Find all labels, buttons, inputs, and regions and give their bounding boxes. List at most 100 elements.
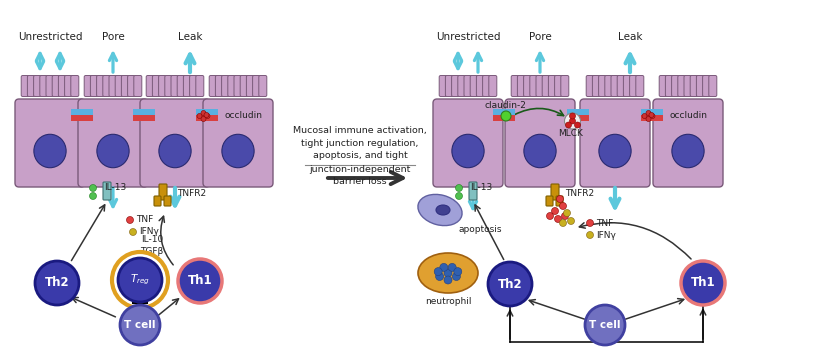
Bar xyxy=(71,118,93,121)
FancyBboxPatch shape xyxy=(159,76,167,97)
Text: occludin: occludin xyxy=(224,112,262,120)
Circle shape xyxy=(642,113,647,119)
FancyBboxPatch shape xyxy=(556,196,563,206)
FancyBboxPatch shape xyxy=(548,76,556,97)
Text: Th1: Th1 xyxy=(187,274,212,287)
Circle shape xyxy=(564,210,570,217)
Circle shape xyxy=(587,219,593,226)
Text: apoptosis: apoptosis xyxy=(458,225,501,234)
Circle shape xyxy=(178,259,222,303)
Text: TNF: TNF xyxy=(596,218,613,228)
Text: apoptosis, and tight: apoptosis, and tight xyxy=(312,152,408,161)
FancyBboxPatch shape xyxy=(678,76,686,97)
Ellipse shape xyxy=(672,134,704,168)
Text: IL-13: IL-13 xyxy=(104,183,127,192)
FancyBboxPatch shape xyxy=(703,76,710,97)
FancyBboxPatch shape xyxy=(580,99,650,187)
Text: IL-13: IL-13 xyxy=(470,183,492,192)
Text: Pore: Pore xyxy=(102,32,124,42)
Circle shape xyxy=(455,184,463,191)
Text: TGFβ: TGFβ xyxy=(141,247,164,257)
Circle shape xyxy=(560,219,566,226)
Text: TNFR2: TNFR2 xyxy=(177,189,206,197)
Bar xyxy=(71,109,93,112)
Text: Mucosal immune activation,: Mucosal immune activation, xyxy=(293,126,427,134)
Text: occludin: occludin xyxy=(669,112,708,120)
FancyBboxPatch shape xyxy=(690,76,698,97)
FancyBboxPatch shape xyxy=(489,76,496,97)
Circle shape xyxy=(649,112,654,118)
Ellipse shape xyxy=(599,134,631,168)
Circle shape xyxy=(440,264,448,271)
Circle shape xyxy=(585,305,625,345)
Circle shape xyxy=(555,216,561,223)
FancyBboxPatch shape xyxy=(665,76,673,97)
Circle shape xyxy=(35,261,79,305)
FancyBboxPatch shape xyxy=(115,76,123,97)
FancyBboxPatch shape xyxy=(159,184,167,200)
FancyBboxPatch shape xyxy=(524,76,532,97)
Bar xyxy=(133,109,155,112)
FancyBboxPatch shape xyxy=(21,76,30,97)
Text: IL-10: IL-10 xyxy=(141,236,163,245)
Circle shape xyxy=(646,117,651,121)
FancyBboxPatch shape xyxy=(103,76,111,97)
FancyBboxPatch shape xyxy=(684,76,692,97)
FancyBboxPatch shape xyxy=(140,99,210,187)
FancyBboxPatch shape xyxy=(58,76,67,97)
Bar xyxy=(640,115,663,118)
Bar xyxy=(493,112,515,115)
Circle shape xyxy=(565,113,580,129)
Text: Unrestricted: Unrestricted xyxy=(18,32,82,42)
Circle shape xyxy=(561,212,569,219)
FancyBboxPatch shape xyxy=(709,76,717,97)
FancyBboxPatch shape xyxy=(222,76,229,97)
Text: Th2: Th2 xyxy=(44,276,69,289)
FancyBboxPatch shape xyxy=(439,76,447,97)
Text: barrier loss: barrier loss xyxy=(333,177,387,187)
FancyBboxPatch shape xyxy=(234,76,242,97)
FancyBboxPatch shape xyxy=(215,76,224,97)
Text: IFNγ: IFNγ xyxy=(139,228,159,237)
Circle shape xyxy=(444,269,452,277)
FancyBboxPatch shape xyxy=(164,76,173,97)
Bar xyxy=(133,118,155,121)
Bar xyxy=(196,112,218,115)
FancyBboxPatch shape xyxy=(240,76,248,97)
Bar xyxy=(196,115,218,118)
FancyBboxPatch shape xyxy=(146,76,155,97)
FancyBboxPatch shape xyxy=(154,196,161,206)
Ellipse shape xyxy=(97,134,129,168)
Bar xyxy=(133,112,155,115)
FancyBboxPatch shape xyxy=(15,99,85,187)
Circle shape xyxy=(434,268,442,275)
Circle shape xyxy=(444,276,452,284)
FancyBboxPatch shape xyxy=(34,76,42,97)
FancyBboxPatch shape xyxy=(134,76,142,97)
FancyBboxPatch shape xyxy=(696,76,704,97)
Text: TNF: TNF xyxy=(136,216,153,224)
FancyBboxPatch shape xyxy=(611,76,619,97)
FancyBboxPatch shape xyxy=(446,76,454,97)
FancyBboxPatch shape xyxy=(530,76,538,97)
Circle shape xyxy=(488,262,532,306)
Circle shape xyxy=(120,305,160,345)
FancyBboxPatch shape xyxy=(483,76,491,97)
Bar xyxy=(71,115,93,118)
FancyBboxPatch shape xyxy=(190,76,197,97)
Circle shape xyxy=(90,193,96,200)
FancyBboxPatch shape xyxy=(109,76,117,97)
FancyBboxPatch shape xyxy=(653,99,723,187)
FancyBboxPatch shape xyxy=(183,76,192,97)
Text: Th1: Th1 xyxy=(690,276,715,289)
Circle shape xyxy=(560,203,566,210)
FancyBboxPatch shape xyxy=(433,99,503,187)
Text: Unrestricted: Unrestricted xyxy=(436,32,501,42)
Ellipse shape xyxy=(159,134,192,168)
FancyBboxPatch shape xyxy=(210,76,217,97)
Circle shape xyxy=(454,268,462,275)
Circle shape xyxy=(650,113,655,119)
Ellipse shape xyxy=(524,134,556,168)
FancyBboxPatch shape xyxy=(617,76,626,97)
Circle shape xyxy=(201,111,206,116)
